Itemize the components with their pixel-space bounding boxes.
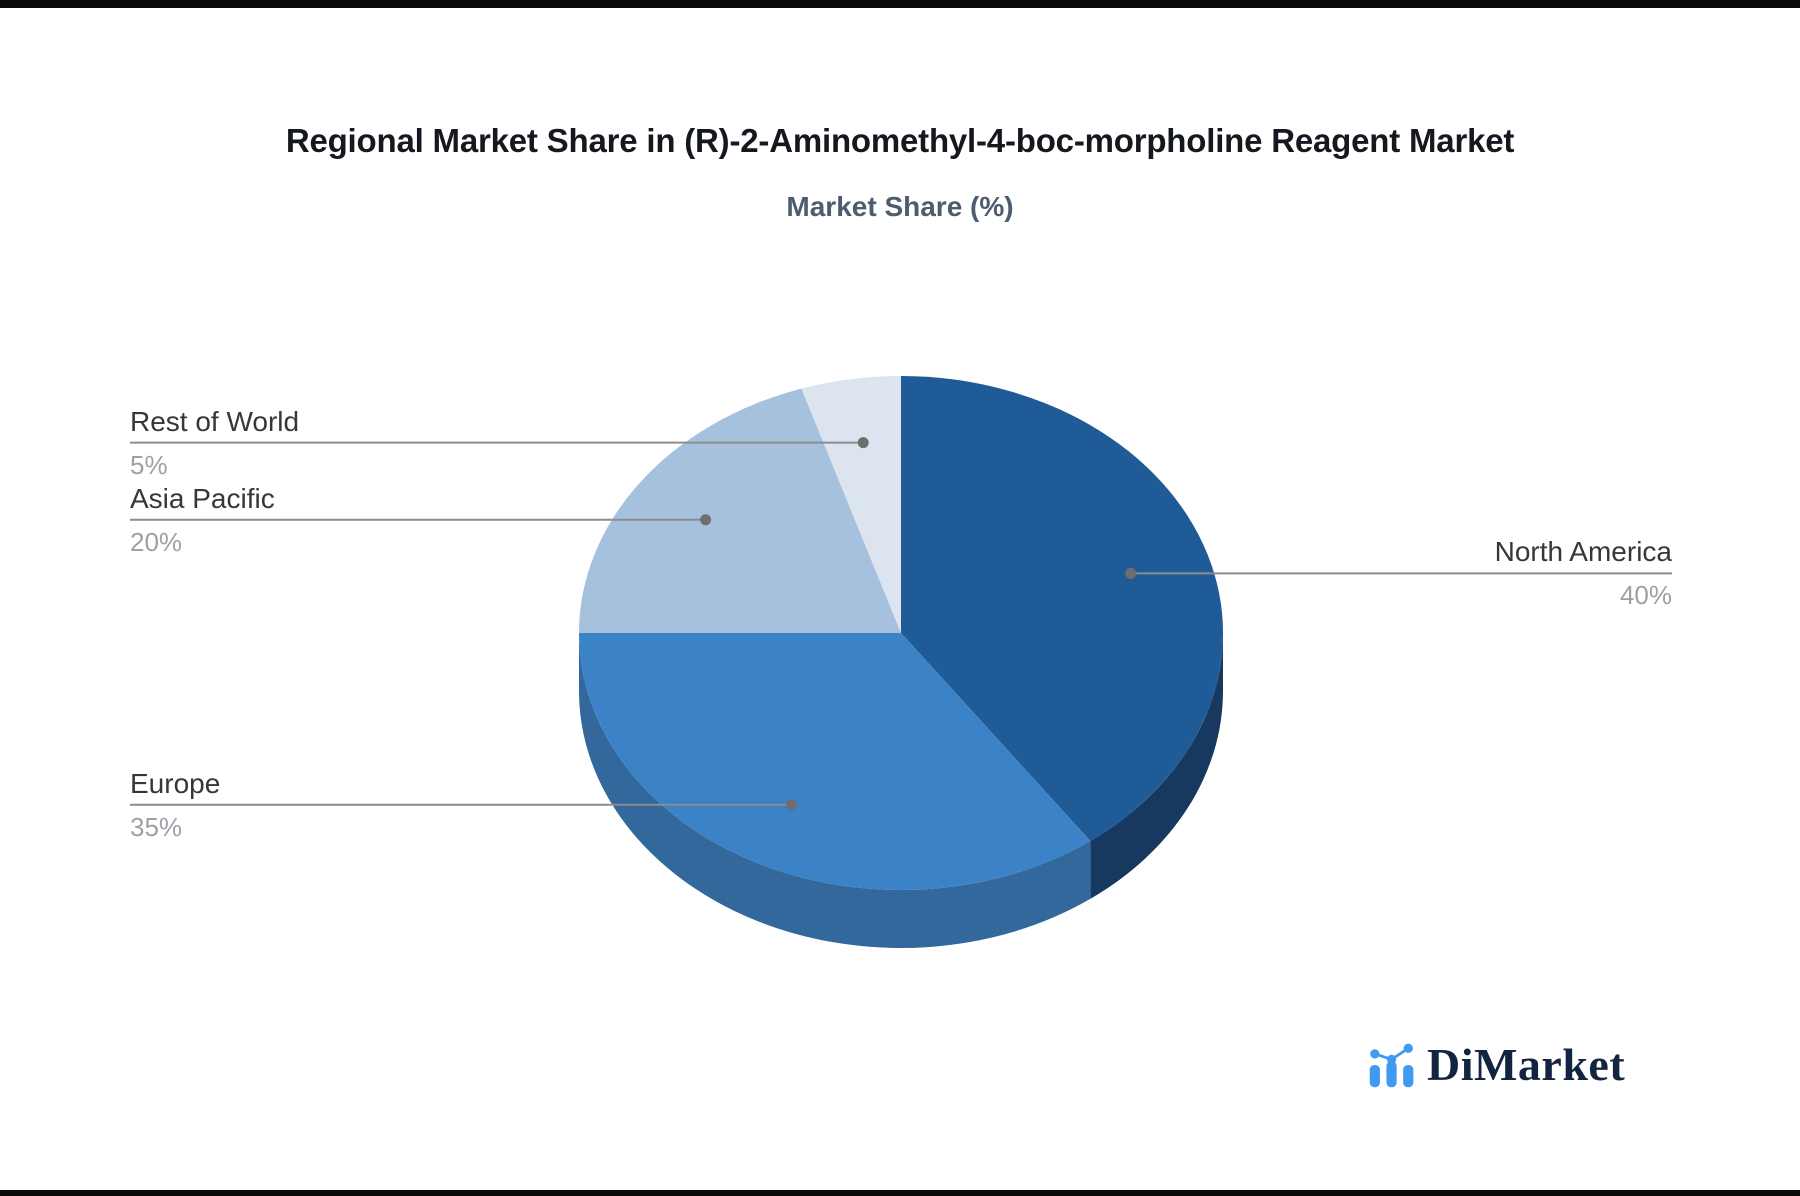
leader-dot-europe: [785, 799, 797, 811]
leader-dot-rest-of-world: [857, 437, 869, 449]
pie-slice-side-europe: [579, 633, 1091, 948]
callout-europe: Europe 35%: [130, 767, 221, 842]
leader-dot-north-america: [1125, 567, 1137, 579]
pie-slice-asia-pacific: [579, 388, 901, 633]
pie-slice-europe: [579, 633, 1091, 890]
slice-value: 20%: [130, 526, 183, 557]
callout-rest-of-world: Rest of World 5%: [130, 405, 300, 480]
slice-label: Asia Pacific: [130, 482, 275, 514]
chart-subtitle: Market Share (%): [786, 191, 1014, 222]
pie-slice-side-north-america: [1090, 633, 1223, 899]
logo-text: DiMarket: [1427, 1039, 1626, 1090]
leader-dot-asia-pacific: [700, 514, 712, 526]
slice-label: Europe: [130, 767, 221, 799]
slice-label: North America: [1494, 536, 1672, 568]
pie-slice-rest-of-world: [801, 376, 901, 633]
top-edge-bar: [0, 0, 1800, 8]
bar-chart-logo-icon: [1369, 1043, 1414, 1088]
dimarket-logo: DiMarket: [1366, 1038, 1625, 1092]
callout-asia-pacific: Asia Pacific 20%: [130, 482, 275, 557]
chart-title: Regional Market Share in (R)-2-Aminometh…: [285, 122, 1515, 159]
slice-value: 40%: [1619, 580, 1672, 611]
callout-north-america: North America 40%: [1494, 536, 1672, 611]
bottom-edge-bar: [0, 1190, 1800, 1196]
slice-value: 5%: [130, 449, 168, 480]
slice-value: 35%: [130, 811, 183, 842]
pie-slice-north-america: [901, 376, 1223, 841]
slice-label: Rest of World: [130, 405, 300, 437]
